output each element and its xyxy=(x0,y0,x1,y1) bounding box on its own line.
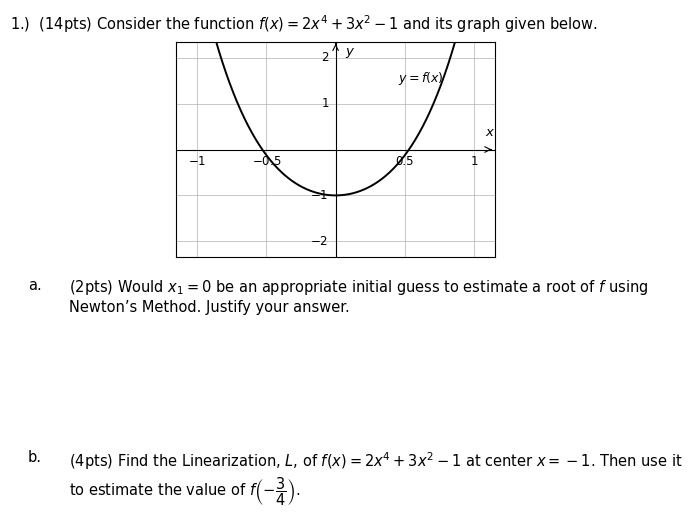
Text: (4pts) Find the Linearization, $L$, of $f(x) = 2x^4 + 3x^2 - 1$ at center $x = -: (4pts) Find the Linearization, $L$, of $… xyxy=(69,450,683,508)
Text: 2: 2 xyxy=(321,51,329,64)
Text: b.: b. xyxy=(28,450,42,465)
Text: a.: a. xyxy=(28,278,42,293)
Text: 1: 1 xyxy=(321,97,329,110)
Text: 0.5: 0.5 xyxy=(396,155,414,168)
Text: $y$: $y$ xyxy=(345,46,356,60)
Text: 1: 1 xyxy=(471,155,477,168)
Text: $x$: $x$ xyxy=(486,126,495,139)
Text: $-$2: $-$2 xyxy=(311,235,329,248)
Text: $-$0.5: $-$0.5 xyxy=(252,155,281,168)
Text: $-$1: $-$1 xyxy=(311,189,329,202)
Text: $y = f(x)$: $y = f(x)$ xyxy=(398,70,444,87)
Text: (2pts) Would $x_1 = 0$ be an appropriate initial guess to estimate a root of $f$: (2pts) Would $x_1 = 0$ be an appropriate… xyxy=(69,278,648,315)
Text: $-$1: $-$1 xyxy=(188,155,206,168)
Text: 1.)  (14pts) Consider the function $f(x) = 2x^4 + 3x^2 - 1$ and its graph given : 1.) (14pts) Consider the function $f(x) … xyxy=(10,13,598,35)
